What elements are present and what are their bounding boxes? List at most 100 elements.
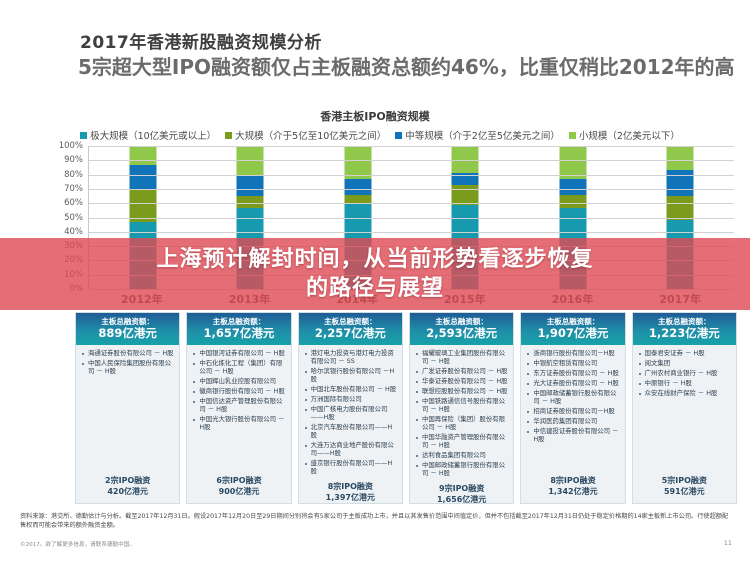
list-item: 达利食品集团有限公司	[415, 451, 508, 459]
list-item: 中国信达资产管理股份有限公司 － H股	[193, 397, 285, 413]
company-list: 国泰君安证券 － H股 阅文集团 广州农村商业银行 － H股 中原银行 － H股 众安在…	[633, 345, 736, 473]
bar-segment[interactable]	[666, 196, 694, 221]
list-item: 中国华融资产管理股份有限公司 － H股	[415, 433, 508, 449]
y-axis-tick-label: 80%	[64, 169, 83, 180]
list-item: 中国北车股份有限公司 － H股	[304, 385, 397, 393]
year-detail-box[interactable]: 主板总融资额： 1,223亿港元 国泰君安证券 － H股 阅文集团 广州农村商业银行 －…	[631, 312, 737, 504]
list-item: 海通证券股份有限公司 － H股	[82, 349, 174, 357]
list-item: 中国辉山乳业控股有限公司	[193, 377, 285, 385]
box-footer-count: 5宗IPO融资	[661, 476, 707, 486]
legend-label: 中等规模（介于2亿至5亿美元之间）	[405, 131, 560, 142]
box-header: 主板总融资额： 1,907亿港元	[521, 313, 625, 346]
box-caption: 主板总融资额：	[101, 317, 154, 326]
copyright-note: ©2017。欲了解更多信息，请联系德勤中国。	[20, 542, 135, 548]
bar-segment[interactable]	[344, 194, 372, 204]
list-item: 中石化炼化工程（集团）有限公司 － H股	[193, 359, 285, 375]
list-item: 大连万达商业地产股份有限公司——H股	[304, 441, 397, 457]
y-axis-tick-label: 90%	[64, 155, 83, 166]
bar-segment[interactable]	[451, 184, 479, 205]
year-detail-box[interactable]: 主板总融资额： 2,257亿港元 港灯电力投资与港灯电力投资有限公司 － SS 哈尔滨…	[297, 312, 403, 504]
year-detail-boxes: 主板总融资额： 889亿港元 海通证券股份有限公司 － H股 中国人民保险集团股份有限…	[75, 312, 737, 504]
year-detail-box[interactable]: 主板总融资额： 1,907亿港元 浙商银行股份有限公司－H股 中银航空租赁有限公司 东方…	[520, 312, 626, 504]
overlay-title-line1: 上海预计解封时间，从当前形势看逐步恢复	[156, 246, 594, 272]
box-footer: 5宗IPO融资 591亿港元	[633, 473, 736, 503]
list-item: 阅文集团	[638, 359, 731, 367]
bar-segment[interactable]	[451, 173, 479, 185]
year-detail-box[interactable]: 主板总融资额： 2,593亿港元 福耀玻璃工业集团股份有限公司 － H股 广发证券股份…	[408, 312, 515, 504]
bar-segment[interactable]	[129, 190, 157, 222]
box-caption: 主板总融资额：	[212, 317, 266, 326]
gridline	[89, 188, 734, 190]
box-amount: 1,657亿港元	[203, 326, 275, 340]
box-footer-amount: 1,656亿港元	[436, 494, 487, 504]
gridline	[89, 146, 734, 147]
box-footer-amount: 900亿港元	[218, 486, 260, 496]
box-amount: 2,257亿港元	[314, 326, 386, 340]
year-detail-box[interactable]: 主板总融资额： 889亿港元海通证券股份有限公司 － H股中国人民保险集团股份有限…	[75, 312, 181, 504]
company-list: 海通证券股份有限公司 － H股中国人民保险集团股份有限公司 － H股	[76, 345, 179, 473]
legend-label: 大规模（介于5亿至10亿美元之间）	[235, 131, 387, 142]
list-item: 北京汽车股份有限公司——H股	[304, 423, 397, 439]
list-item: 招商证券股份有限公司－H股	[527, 407, 619, 415]
list-item: 盛京银行股份有限公司——H股	[304, 459, 397, 475]
box-caption: 主板总融资额：	[435, 317, 488, 326]
legend-item[interactable]: 极大规模（10亿美元或以上）	[80, 128, 216, 142]
list-item: 中国再保险（集团）股份有限公司 － H股	[415, 415, 508, 431]
box-footer-amount: 591亿港元	[663, 486, 705, 496]
legend-item[interactable]: 中等规模（介于2亿至5亿美元之间）	[395, 128, 560, 142]
list-item: 华泰证券股份有限公司 － H股	[415, 377, 508, 385]
y-axis-tick-label: 50%	[64, 212, 83, 223]
list-item: 哈尔滨银行股份有限公司 －H股	[304, 367, 397, 383]
bar-segment[interactable]	[451, 146, 479, 174]
list-item: 中国光大银行股份有限公司 － H股	[193, 415, 285, 431]
box-header: 主板总融资额： 1,657亿港元	[187, 313, 291, 346]
box-amount: 889亿港元	[98, 326, 157, 340]
list-item: 万洲国际有限公司	[304, 395, 397, 403]
list-item: 港灯电力投资与港灯电力投资有限公司 － SS	[304, 349, 397, 365]
bar-segment[interactable]	[236, 174, 264, 197]
box-amount: 1,907亿港元	[537, 326, 609, 340]
list-item: 光大证券股份有限公司 － H股	[527, 379, 619, 387]
list-item: 国泰君安证券 － H股	[638, 349, 731, 357]
box-caption: 主板总融资额：	[546, 317, 600, 326]
list-item: 广发证券股份有限公司 － H股	[415, 367, 508, 375]
box-header: 主板总融资额： 2,593亿港元	[409, 313, 514, 346]
bar-segment[interactable]	[129, 146, 157, 165]
bar-segment[interactable]	[344, 178, 372, 195]
box-footer-count: 8宗IPO融资	[327, 482, 373, 492]
y-axis-tick-label: 100%	[58, 141, 83, 151]
company-list: 福耀玻璃工业集团股份有限公司 － H股 广发证券股份有限公司 － H股 华泰证券股份…	[410, 345, 513, 481]
chart-legend: 极大规模（10亿美元或以上） 大规模（介于5亿至10亿美元之间） 中等规模（介于2亿…	[30, 128, 730, 142]
bar-segment[interactable]	[236, 196, 264, 208]
box-footer: 2宗IPO融资 420亿港元	[76, 473, 179, 503]
gridline	[89, 231, 734, 233]
list-item: 中国铁路通信信号股份有限公司 － H股	[415, 397, 508, 413]
bar-segment[interactable]	[666, 146, 694, 171]
list-item: 东方证券股份有限公司 － H股	[527, 369, 619, 377]
bar-segment[interactable]	[559, 178, 587, 195]
box-amount: 1,223亿港元	[648, 326, 720, 340]
page-number: 11	[723, 539, 732, 547]
legend-item[interactable]: 大规模（介于5亿至10亿美元之间）	[225, 128, 386, 142]
list-item: 中国邮政储蓄银行股份有限公司 － H股	[415, 461, 508, 477]
list-item: 浙商银行股份有限公司－H股	[527, 349, 619, 357]
bar-segment[interactable]	[344, 146, 372, 179]
box-footer: 8宗IPO融资 1,342亿港元	[521, 473, 624, 503]
box-footer-count: 9宗IPO融资	[439, 484, 485, 494]
gridline	[89, 160, 734, 162]
year-detail-box[interactable]: 主板总融资额： 1,657亿港元 中国银河证券有限公司 － H股 中石化炼化工程（集团…	[186, 312, 292, 504]
list-item: 中国人民保险集团股份有限公司 － H股	[82, 359, 174, 375]
overlay-title-line2: 的路径与展望	[305, 276, 444, 301]
box-footer-count: 2宗IPO融资	[105, 476, 151, 486]
list-item: 众安在线财产保险 － H股	[638, 389, 731, 397]
box-footer: 8宗IPO融资 1,397亿港元	[299, 479, 402, 503]
legend-swatch-icon	[395, 131, 403, 139]
legend-label: 极大规模（10亿美元或以上）	[90, 131, 217, 142]
bar-segment[interactable]	[559, 146, 587, 179]
bar-segment[interactable]	[559, 194, 587, 208]
legend-item[interactable]: 小规模（2亿美元以下）	[568, 128, 680, 142]
box-footer: 6宗IPO融资 900亿港元	[187, 473, 290, 503]
bar-segment[interactable]	[129, 164, 157, 191]
y-axis-tick-label: 60%	[64, 198, 83, 209]
list-item: 联想控股股份有限公司 － H股	[415, 387, 508, 395]
